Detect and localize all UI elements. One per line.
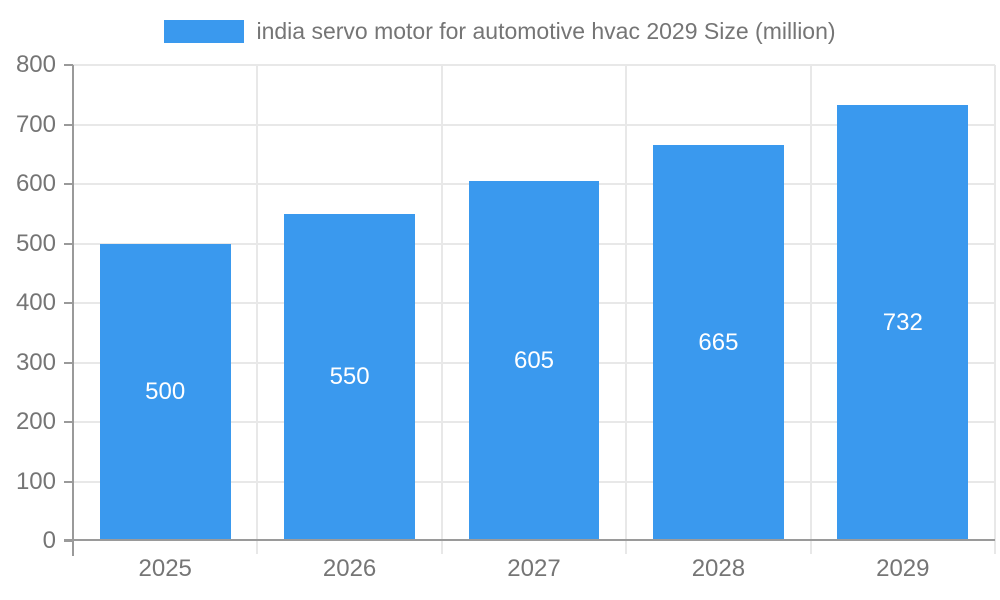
legend-label: india servo motor for automotive hvac 20…	[256, 17, 836, 44]
y-tick-label: 300	[15, 348, 56, 376]
bar-2029[interactable]: 732	[837, 105, 969, 541]
y-axis-labels: 0 100 200 300 400 500 600 700 800	[0, 52, 56, 554]
y-tick-label: 700	[15, 110, 56, 138]
x-axis-line	[64, 539, 995, 541]
y-tick-label: 0	[42, 527, 56, 554]
y-tick-label: 200	[15, 408, 56, 435]
y-tick-label: 100	[15, 467, 56, 495]
x-tick-label: 2027	[507, 555, 561, 582]
y-axis-line	[72, 65, 74, 556]
gridline-vertical	[256, 65, 259, 554]
bar-2025[interactable]: 500	[99, 243, 231, 541]
x-tick-label: 2029	[876, 555, 930, 582]
x-tick-label: 2026	[322, 555, 377, 582]
y-tick-label: 800	[15, 51, 56, 78]
y-tick-label: 500	[15, 229, 56, 257]
plot-area: 500 550 605 665 732	[64, 64, 996, 556]
y-axis-tick	[64, 242, 73, 245]
y-axis-tick	[64, 183, 73, 185]
bar-value-label: 605	[513, 347, 555, 375]
y-axis-tick	[64, 421, 73, 423]
bar-value-label: 665	[698, 329, 739, 357]
y-tick-label: 600	[15, 170, 56, 197]
y-tick-label: 400	[15, 289, 56, 316]
x-tick-label: 2028	[691, 555, 746, 582]
bar-2027[interactable]: 605	[468, 181, 600, 541]
gridline-horizontal	[73, 123, 995, 126]
y-axis-tick	[64, 123, 73, 126]
legend-swatch	[164, 19, 245, 43]
y-axis-tick	[64, 64, 73, 66]
bar-2028[interactable]: 665	[652, 145, 784, 541]
legend: india servo motor for automotive hvac 20…	[0, 17, 1000, 45]
gridline-vertical	[625, 65, 628, 554]
y-axis-tick	[64, 361, 73, 364]
bar-value-label: 732	[882, 309, 923, 337]
bar-value-label: 550	[329, 363, 370, 391]
y-axis-tick	[64, 540, 73, 542]
x-axis-labels: 2025 2026 2027 2028 2029	[73, 554, 995, 586]
bar-value-label: 500	[145, 378, 186, 406]
gridline-vertical	[440, 65, 443, 554]
y-axis-tick	[64, 480, 73, 483]
gridline-vertical	[994, 65, 996, 554]
y-axis-tick	[64, 302, 73, 304]
bar-2026[interactable]: 550	[284, 213, 416, 541]
gridline-horizontal	[73, 64, 995, 66]
x-tick-label: 2025	[138, 555, 192, 582]
gridline-vertical	[809, 65, 812, 554]
